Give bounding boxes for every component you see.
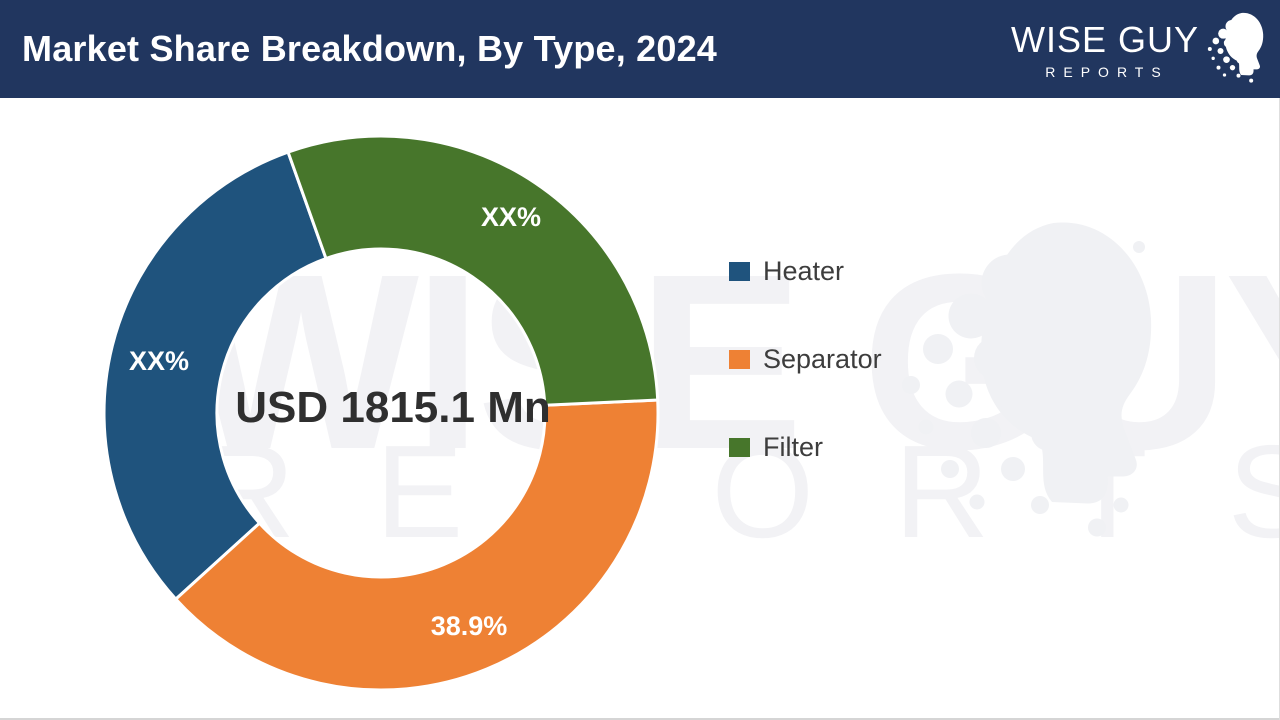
donut-slice-separator	[174, 398, 660, 692]
logo-face-icon	[1207, 12, 1264, 83]
separator-slice-label: 38.9%	[431, 611, 508, 641]
legend: Heater Separator Filter	[729, 256, 882, 462]
donut-slice-filter	[286, 134, 660, 407]
brand-logo: WISE GUY REPORTS	[1011, 4, 1268, 94]
logo-sub-text: REPORTS	[1045, 63, 1169, 80]
legend-label-heater: Heater	[763, 256, 845, 286]
heater-slice-label: XX%	[129, 346, 189, 376]
legend-item-filter: Filter	[729, 432, 882, 462]
watermark-face-icon	[902, 222, 1152, 537]
header: Market Share Breakdown, By Type, 2024 WI…	[0, 0, 1280, 98]
donut-center-value: USD 1815.1 Mn	[235, 383, 551, 432]
heater-swatch	[729, 261, 750, 281]
legend-label-filter: Filter	[763, 432, 823, 462]
donut-chart: XX% 38.9% XX%	[102, 134, 660, 692]
filter-swatch	[729, 437, 750, 457]
legend-item-separator: Separator	[729, 344, 882, 374]
donut-slice-heater	[102, 150, 328, 601]
separator-swatch	[729, 349, 750, 369]
legend-item-heater: Heater	[729, 256, 882, 286]
filter-slice-label: XX%	[481, 202, 541, 232]
bottom-border-line	[0, 718, 1280, 720]
page-title: Market Share Breakdown, By Type, 2024	[22, 28, 718, 69]
logo-brand-text: WISE GUY	[1010, 18, 1199, 60]
legend-label-separator: Separator	[763, 344, 882, 374]
